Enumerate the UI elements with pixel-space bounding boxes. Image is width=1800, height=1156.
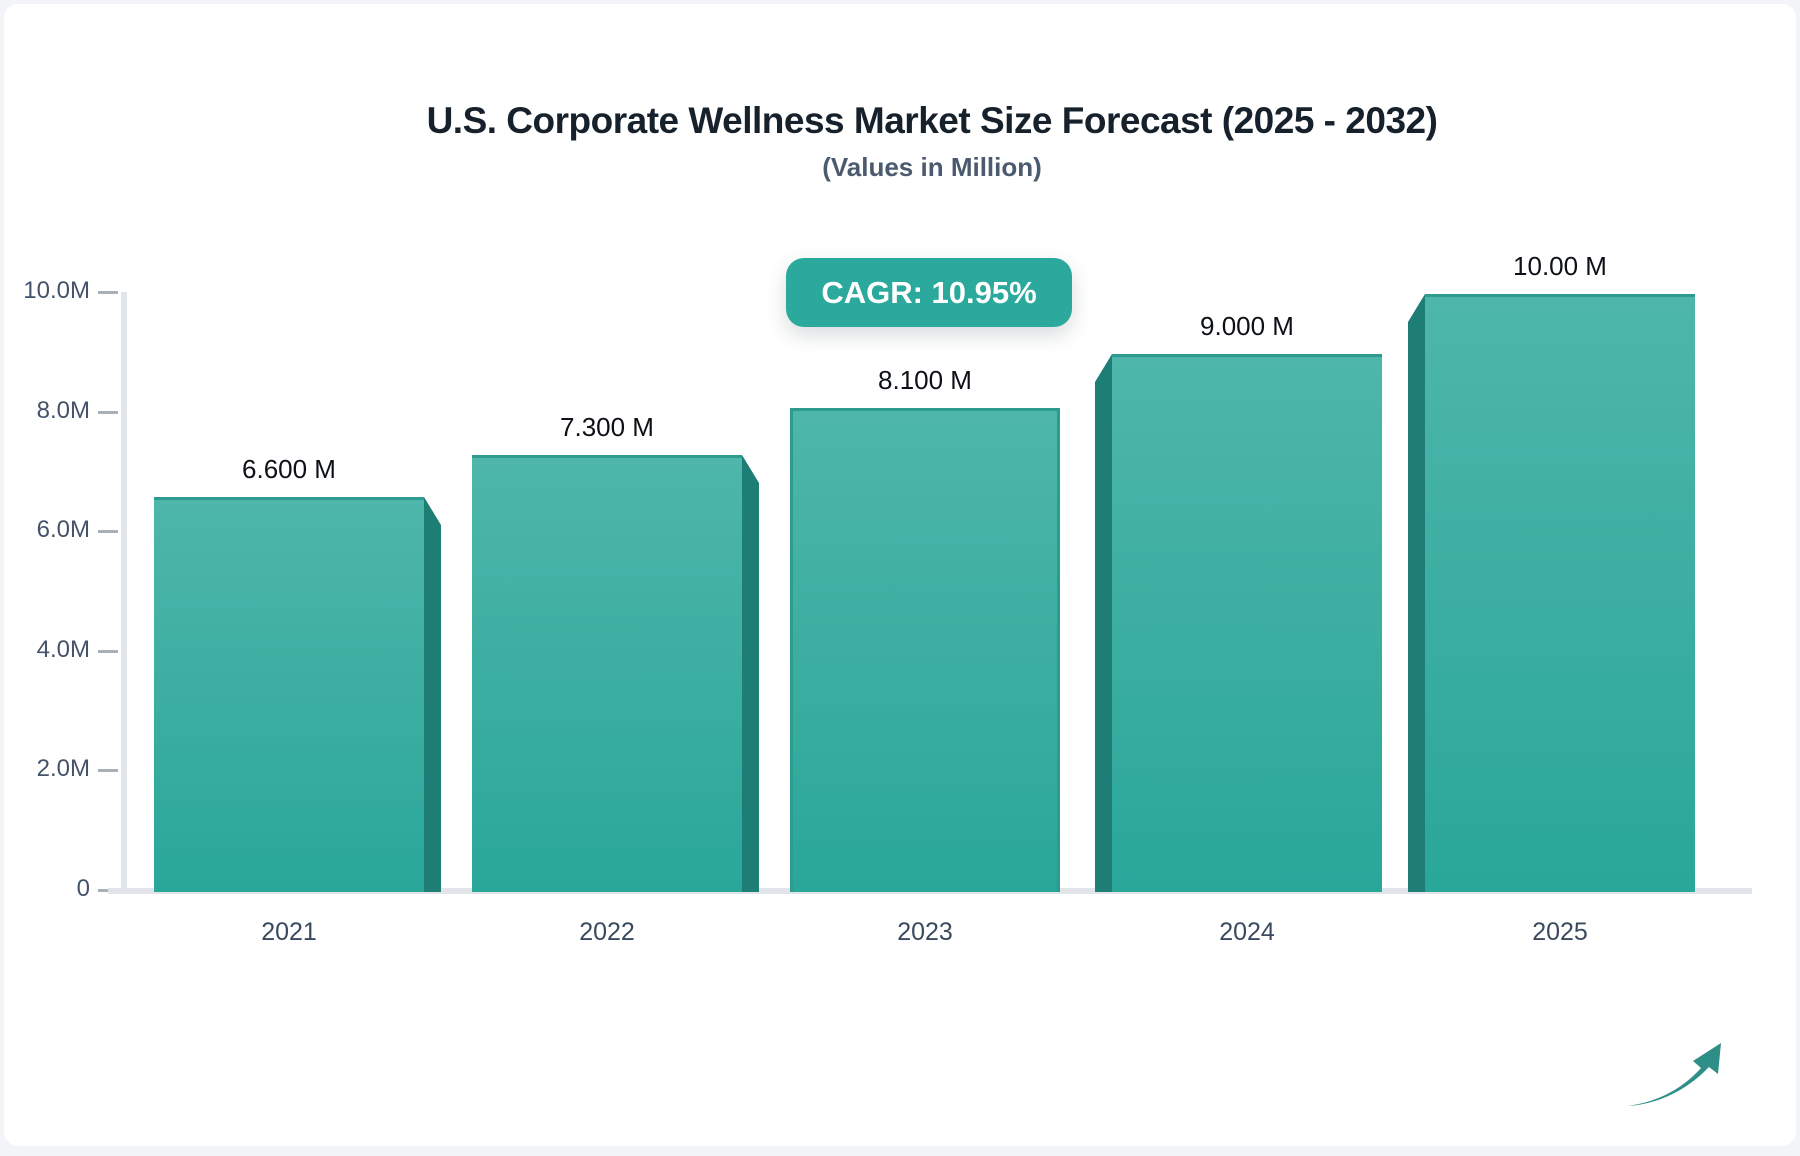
bar-2024 — [1112, 354, 1382, 892]
y-tick-label: 4.0M — [36, 635, 90, 663]
bar-2025 — [1425, 294, 1695, 892]
bar-3d-side-2022 — [742, 455, 759, 892]
y-tick-label: 0 — [76, 875, 90, 902]
bar-3d-side-2025 — [1408, 294, 1425, 892]
cagr-badge-label: CAGR: 10.95% — [821, 274, 1037, 310]
bar-2021 — [154, 497, 424, 892]
y-tick-label: 2.0M — [36, 755, 90, 783]
x-tick-label-2024: 2024 — [1219, 918, 1275, 946]
y-tick-label: 10.0M — [23, 277, 90, 304]
page-subtitle: (Values in Million) — [822, 152, 1042, 182]
cagr-badge: CAGR: 10.95% — [786, 258, 1072, 327]
bar-value-label: 9.000 M — [1200, 311, 1294, 341]
bar-value-label: 10.00 M — [1513, 251, 1607, 281]
bar-value-label: 7.300 M — [560, 412, 654, 442]
chart-card: U.S. Corporate Wellness Market Size Fore… — [4, 4, 1796, 1146]
y-axis-line — [121, 292, 127, 892]
x-tick-label-2021: 2021 — [261, 918, 317, 946]
y-tick-mark — [98, 291, 118, 294]
bar-value-label: 6.600 M — [242, 454, 336, 484]
bar-3d-side-2021 — [424, 497, 441, 892]
bar-3d-side-2024 — [1095, 354, 1112, 892]
y-tick-label: 8.0M — [36, 396, 90, 424]
plot-area: 6.600 M 7.300 M 8.100 M 9.000 M 10.00 M — [122, 251, 1752, 892]
y-tick-mark — [98, 649, 118, 653]
y-tick-label: 6.0M — [36, 516, 90, 544]
y-tick-mark — [98, 530, 118, 534]
x-tick-label-2022: 2022 — [579, 918, 635, 946]
logo-trend-arrow-icon — [1627, 1043, 1721, 1106]
amr-logo — [1627, 1043, 1721, 1106]
x-tick-label-2023: 2023 — [897, 918, 953, 946]
y-tick-mark — [98, 769, 118, 773]
y-tick-mark — [98, 410, 118, 414]
page-title: U.S. Corporate Wellness Market Size Fore… — [426, 100, 1438, 141]
bar-value-label: 8.100 M — [878, 365, 972, 395]
bar-2023 — [790, 408, 1060, 892]
bar-2022 — [472, 455, 742, 892]
x-tick-label-2025: 2025 — [1532, 918, 1588, 946]
